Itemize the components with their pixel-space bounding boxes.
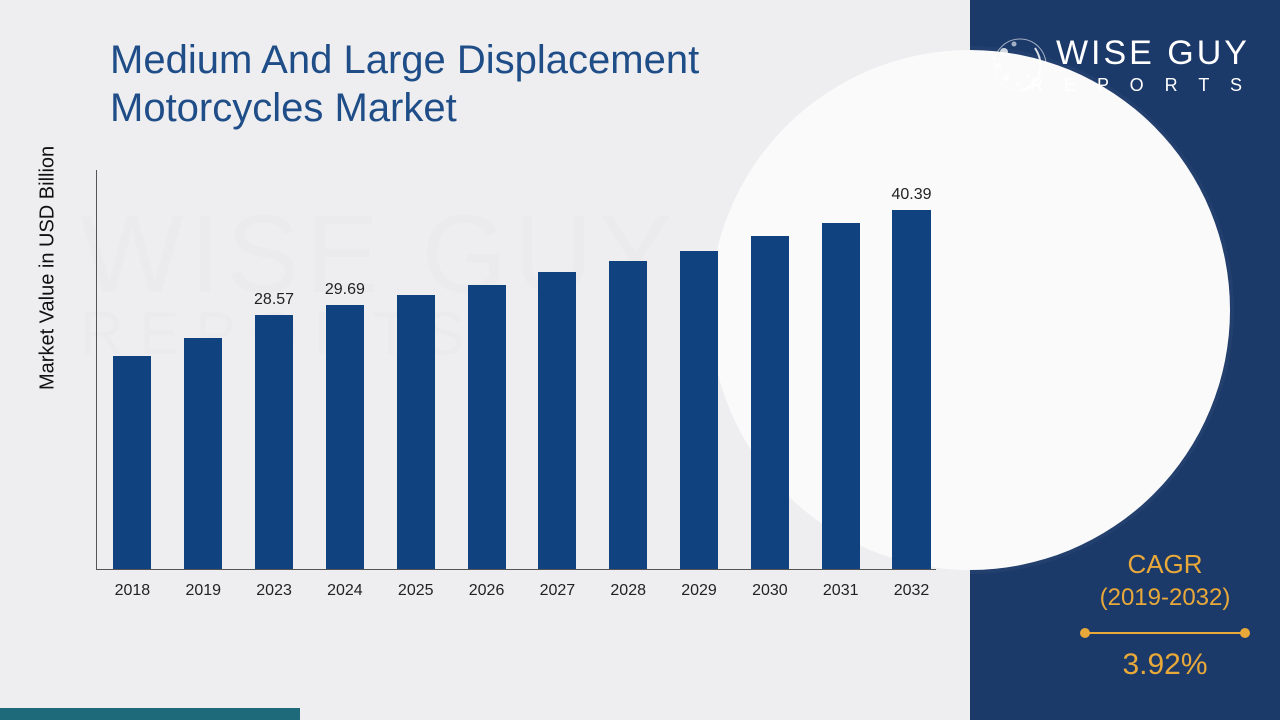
bar <box>113 356 151 569</box>
bar <box>892 210 930 569</box>
bar <box>538 272 576 569</box>
bar <box>609 261 647 569</box>
x-tick-label: 2029 <box>675 582 724 600</box>
bar-column <box>675 251 724 569</box>
bar-column <box>604 261 653 569</box>
chart-area: Market Value in USD Billion 28.5729.6940… <box>56 170 936 610</box>
cagr-value: 3.92% <box>1050 648 1280 682</box>
plot-area: 28.57 29.69 40.39 <box>96 170 936 570</box>
bar-column: 29.69 <box>320 305 369 569</box>
bottom-accent-strip <box>0 708 300 720</box>
brand-line1: WISE GUY <box>1030 34 1250 73</box>
y-axis-line <box>96 170 97 570</box>
brand-text: WISE GUY R E P O R T S <box>1030 34 1250 96</box>
page-root: WISE GUY REPORTS WISE GUY R E P O R T S … <box>0 0 1280 720</box>
bar-column <box>179 338 228 569</box>
cagr-box: CAGR (2019-2032) 3.92% <box>1050 549 1280 682</box>
bar-value-label: 40.39 <box>891 186 931 204</box>
bar-value-label: 29.69 <box>325 281 365 299</box>
bar-column <box>533 272 582 569</box>
bar <box>468 285 506 569</box>
x-tick-label: 2032 <box>887 582 936 600</box>
bars-container: 28.57 29.69 40.39 <box>108 170 936 569</box>
brand-line2: R E P O R T S <box>1030 75 1250 96</box>
chart-title: Medium And Large Displacement Motorcycle… <box>110 36 830 132</box>
bar-column <box>745 236 794 569</box>
x-tick-label: 2018 <box>108 582 157 600</box>
x-tick-label: 2027 <box>533 582 582 600</box>
x-tick-label: 2031 <box>816 582 865 600</box>
cagr-range: (2019-2032) <box>1050 584 1280 612</box>
y-axis-label: Market Value in USD Billion <box>37 146 60 390</box>
x-tick-label: 2019 <box>179 582 228 600</box>
cagr-label: CAGR <box>1050 549 1280 580</box>
cagr-separator <box>1085 632 1245 634</box>
bar-column: 40.39 <box>887 210 936 569</box>
x-tick-label: 2025 <box>391 582 440 600</box>
bar <box>680 251 718 569</box>
x-tick-label: 2030 <box>745 582 794 600</box>
bar-column <box>816 223 865 569</box>
x-tick-label: 2024 <box>320 582 369 600</box>
x-labels-row: 2018 2019 2023 2024 2025 2026 2027 2028 2029 2030… <box>108 582 936 600</box>
sidebar-panel: WISE GUY R E P O R T S CAGR (2019-2032) … <box>970 0 1280 720</box>
bar <box>397 295 435 569</box>
bar-column: 28.57 <box>250 315 299 569</box>
bar-column <box>462 285 511 569</box>
bar-column <box>108 356 157 569</box>
bar <box>326 305 364 569</box>
x-axis-line <box>96 569 936 570</box>
bar-value-label: 28.57 <box>254 291 294 309</box>
bar <box>184 338 222 569</box>
bar <box>822 223 860 569</box>
bar <box>751 236 789 569</box>
bar <box>255 315 293 569</box>
x-tick-label: 2023 <box>250 582 299 600</box>
bar-column <box>391 295 440 569</box>
x-tick-label: 2026 <box>462 582 511 600</box>
x-tick-label: 2028 <box>604 582 653 600</box>
